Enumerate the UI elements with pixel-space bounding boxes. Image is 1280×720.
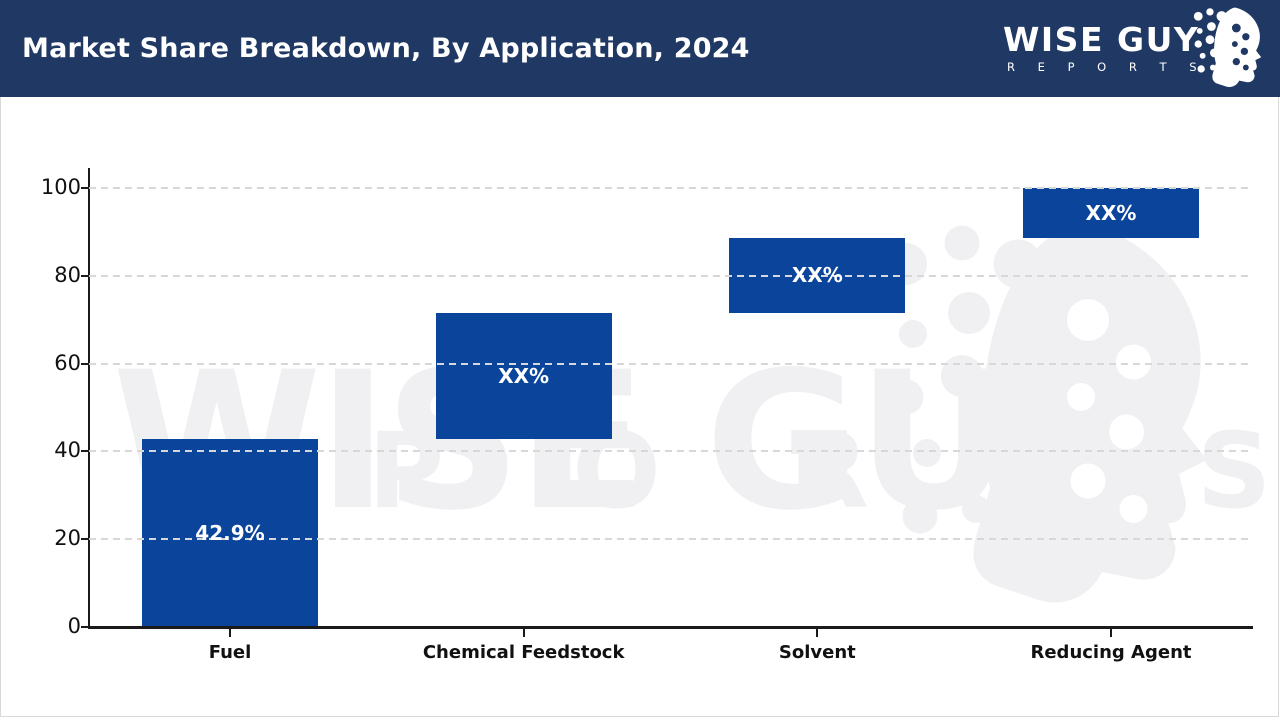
y-tick-label: 100 bbox=[40, 175, 81, 199]
gridline-40 bbox=[89, 450, 1252, 453]
y-tick-mark bbox=[81, 626, 89, 628]
bar-value-label: XX% bbox=[498, 363, 550, 388]
y-tick-mark bbox=[81, 450, 89, 453]
y-tick-label: 40 bbox=[54, 438, 81, 463]
x-axis-line bbox=[88, 626, 1253, 629]
x-category-label: Chemical Feedstock bbox=[422, 642, 625, 663]
header-bar: Market Share Breakdown, By Application, … bbox=[0, 0, 1280, 97]
y-axis-line bbox=[88, 168, 90, 628]
x-tick-mark bbox=[522, 629, 525, 637]
logo-subtitle: R E P O R T S bbox=[1007, 60, 1206, 74]
x-tick-mark bbox=[229, 629, 231, 637]
y-tick-label: 80 bbox=[54, 262, 81, 287]
bar-value-label: 42.9% bbox=[195, 520, 265, 545]
x-category-label: Fuel bbox=[208, 642, 252, 663]
wise-guy-face-icon bbox=[1192, 6, 1266, 92]
gridline-20 bbox=[89, 538, 1252, 541]
y-tick-mark bbox=[81, 274, 89, 277]
bar-reducing-agent bbox=[1023, 188, 1199, 238]
y-tick-label: 20 bbox=[54, 526, 81, 551]
bar-value-label: XX% bbox=[791, 263, 843, 288]
logo-text: WISE GUY R E P O R T S bbox=[1003, 23, 1206, 74]
y-tick-mark bbox=[81, 362, 89, 365]
bar-fuel bbox=[142, 438, 318, 627]
gridline-60 bbox=[89, 362, 1252, 365]
y-tick-label: 60 bbox=[54, 350, 81, 375]
x-category-label: Solvent bbox=[778, 642, 856, 663]
gridline-80 bbox=[89, 274, 1252, 277]
logo-wordmark: WISE GUY bbox=[1003, 20, 1200, 59]
x-category-label: Reducing Agent bbox=[1030, 642, 1192, 663]
y-tick-mark bbox=[81, 538, 89, 541]
page-title: Market Share Breakdown, By Application, … bbox=[22, 33, 750, 64]
x-tick-mark bbox=[816, 629, 819, 637]
x-tick-mark bbox=[1110, 629, 1112, 637]
bar-chemical-feedstock bbox=[435, 313, 612, 439]
y-tick-mark bbox=[81, 187, 89, 189]
y-tick-label: 0 bbox=[67, 614, 81, 638]
gridline-100 bbox=[89, 187, 1252, 189]
wise-guy-reports-logo: WISE GUY R E P O R T S bbox=[1003, 6, 1266, 92]
bar-value-label: XX% bbox=[1085, 200, 1137, 225]
